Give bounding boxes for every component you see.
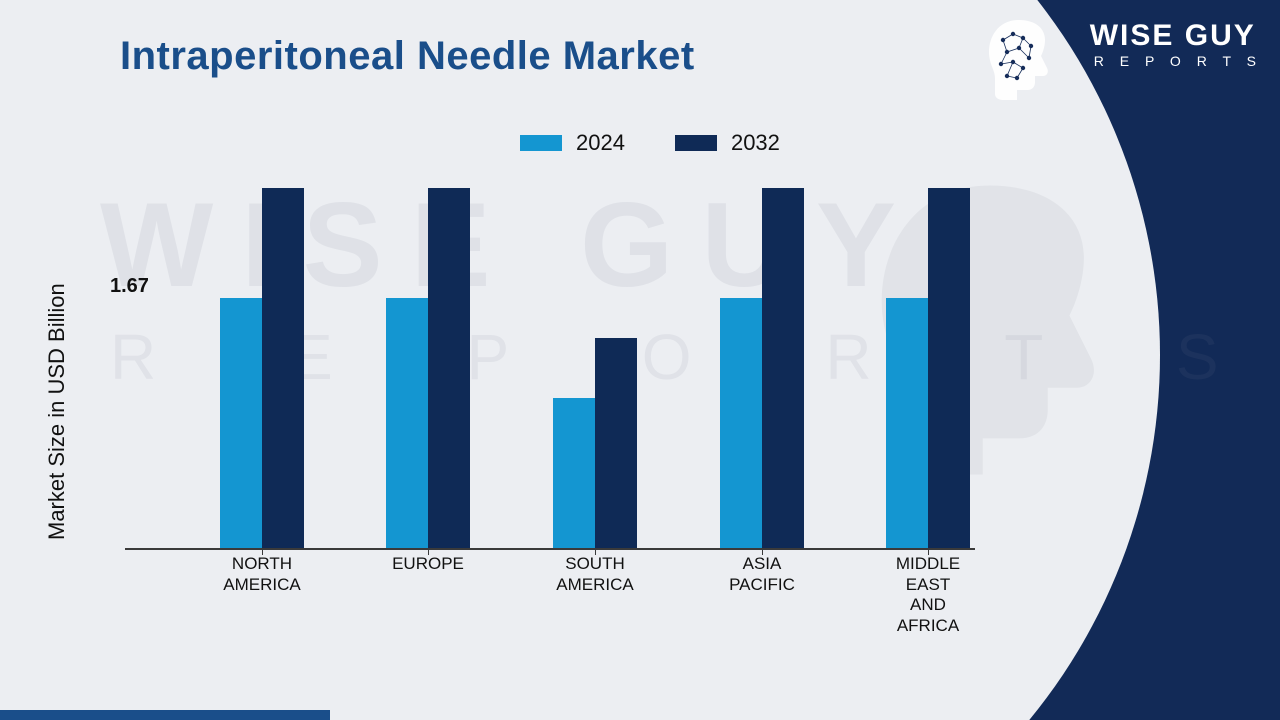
x-tick	[262, 548, 263, 555]
category-label: NORTHAMERICA	[177, 548, 347, 595]
bar-2024	[720, 298, 762, 549]
bar-2024	[886, 298, 928, 549]
brand-name: WISE GUY	[1090, 19, 1256, 52]
bar-group: ASIAPACIFIC	[687, 188, 837, 548]
plot-area: NORTHAMERICAEUROPESOUTHAMERICAASIAPACIFI…	[125, 160, 975, 550]
x-tick	[928, 548, 929, 555]
bar-2024	[553, 398, 595, 548]
bar-2032	[595, 338, 637, 548]
legend-swatch-2024	[520, 135, 562, 151]
category-label: MIDDLEEASTANDAFRICA	[843, 548, 1013, 637]
bar-2032	[262, 188, 304, 548]
legend-item-2032: 2032	[675, 130, 780, 156]
legend-label-2024: 2024	[576, 130, 625, 156]
brand-sub: R E P O R T S	[1094, 54, 1262, 69]
bar-2024	[220, 298, 262, 549]
bar-group: SOUTHAMERICA	[520, 338, 670, 548]
category-label: ASIAPACIFIC	[677, 548, 847, 595]
brand-head-icon	[983, 16, 1055, 104]
legend-item-2024: 2024	[520, 130, 625, 156]
brand-logo: WISE GUY R E P O R T S	[1090, 20, 1262, 68]
bar-2032	[428, 188, 470, 548]
bar-group: EUROPE	[353, 188, 503, 548]
bar-2032	[928, 188, 970, 548]
legend-swatch-2032	[675, 135, 717, 151]
bottom-strip	[0, 710, 330, 720]
legend: 2024 2032	[520, 130, 780, 156]
y-axis-label: Market Size in USD Billion	[44, 283, 70, 540]
legend-label-2032: 2032	[731, 130, 780, 156]
category-label: SOUTHAMERICA	[510, 548, 680, 595]
x-tick	[762, 548, 763, 555]
chart-title: Intraperitoneal Needle Market	[120, 34, 695, 79]
x-tick	[428, 548, 429, 555]
x-tick	[595, 548, 596, 555]
bar-group: NORTHAMERICA	[187, 188, 337, 548]
bar-2024	[386, 298, 428, 549]
bar-2032	[762, 188, 804, 548]
bar-chart: NORTHAMERICAEUROPESOUTHAMERICAASIAPACIFI…	[95, 160, 975, 560]
report-canvas: WISE GUY R E P O R T S WISE GUY R E P O …	[0, 0, 1280, 720]
bar-group: MIDDLEEASTANDAFRICA	[853, 188, 1003, 548]
